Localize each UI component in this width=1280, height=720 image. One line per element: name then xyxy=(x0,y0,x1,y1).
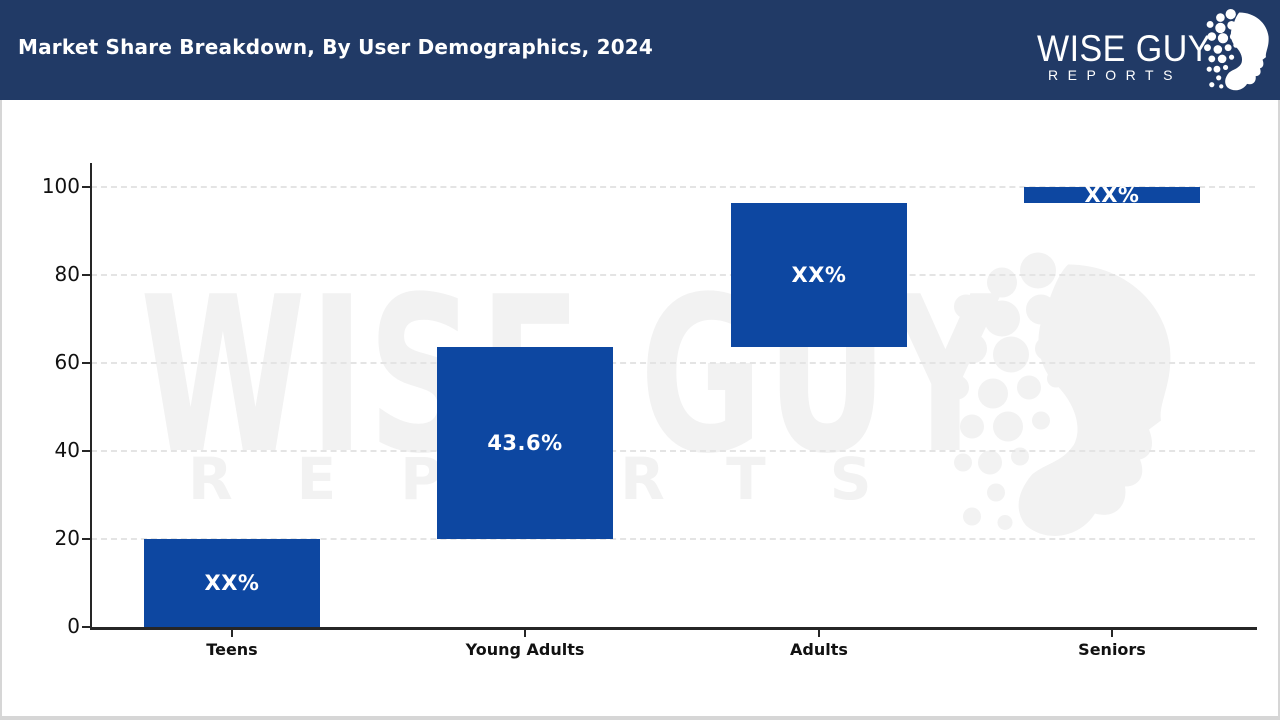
y-axis xyxy=(90,163,92,630)
bar-value-label: XX% xyxy=(204,571,260,595)
x-axis xyxy=(90,627,1257,630)
chart-area: WISE GUY REPORTS 020406080100XX%43.6%XX%… xyxy=(0,100,1280,720)
y-tick-label: 0 xyxy=(67,614,80,638)
logo-reports-text: REPORTS xyxy=(1048,67,1182,83)
x-tick-mark xyxy=(1111,629,1113,637)
logo-head-icon xyxy=(1204,9,1269,91)
watermark-head-icon xyxy=(945,252,1171,536)
category-label-adults: Adults xyxy=(790,640,848,659)
y-tick-mark xyxy=(82,626,90,628)
y-tick-label: 80 xyxy=(54,262,80,286)
x-tick-mark xyxy=(231,629,233,637)
logo: WISE GUY REPORTS xyxy=(1017,6,1272,96)
category-label-teens: Teens xyxy=(206,640,258,659)
x-tick-mark xyxy=(818,629,820,637)
bar-seniors: XX% xyxy=(1024,183,1200,207)
y-tick-mark xyxy=(82,538,90,540)
logo-wordmark: WISE GUY xyxy=(1037,28,1211,69)
y-tick-label: 100 xyxy=(41,174,80,198)
gridline xyxy=(91,538,1255,540)
y-tick-label: 20 xyxy=(54,526,80,550)
category-label-seniors: Seniors xyxy=(1078,640,1146,659)
gridline xyxy=(91,274,1255,276)
y-tick-mark xyxy=(82,186,90,188)
bar-young-adults: 43.6% xyxy=(437,347,613,539)
x-tick-mark xyxy=(524,629,526,637)
bar-value-label: XX% xyxy=(1084,182,1140,207)
y-tick-mark xyxy=(82,274,90,276)
gridline xyxy=(91,450,1255,452)
page-title: Market Share Breakdown, By User Demograp… xyxy=(18,35,654,59)
category-label-young-adults: Young Adults xyxy=(465,640,585,659)
y-tick-mark xyxy=(82,450,90,452)
gridline xyxy=(91,362,1255,364)
bar-value-label: 43.6% xyxy=(487,431,563,456)
y-tick-label: 40 xyxy=(54,438,80,462)
bar-teens: XX% xyxy=(144,539,320,627)
bar-adults: XX% xyxy=(731,202,907,348)
header-bar: Market Share Breakdown, By User Demograp… xyxy=(0,0,1280,100)
y-tick-mark xyxy=(82,362,90,364)
gridline xyxy=(91,186,1255,188)
y-tick-label: 60 xyxy=(54,350,80,374)
bar-value-label: XX% xyxy=(791,262,847,287)
